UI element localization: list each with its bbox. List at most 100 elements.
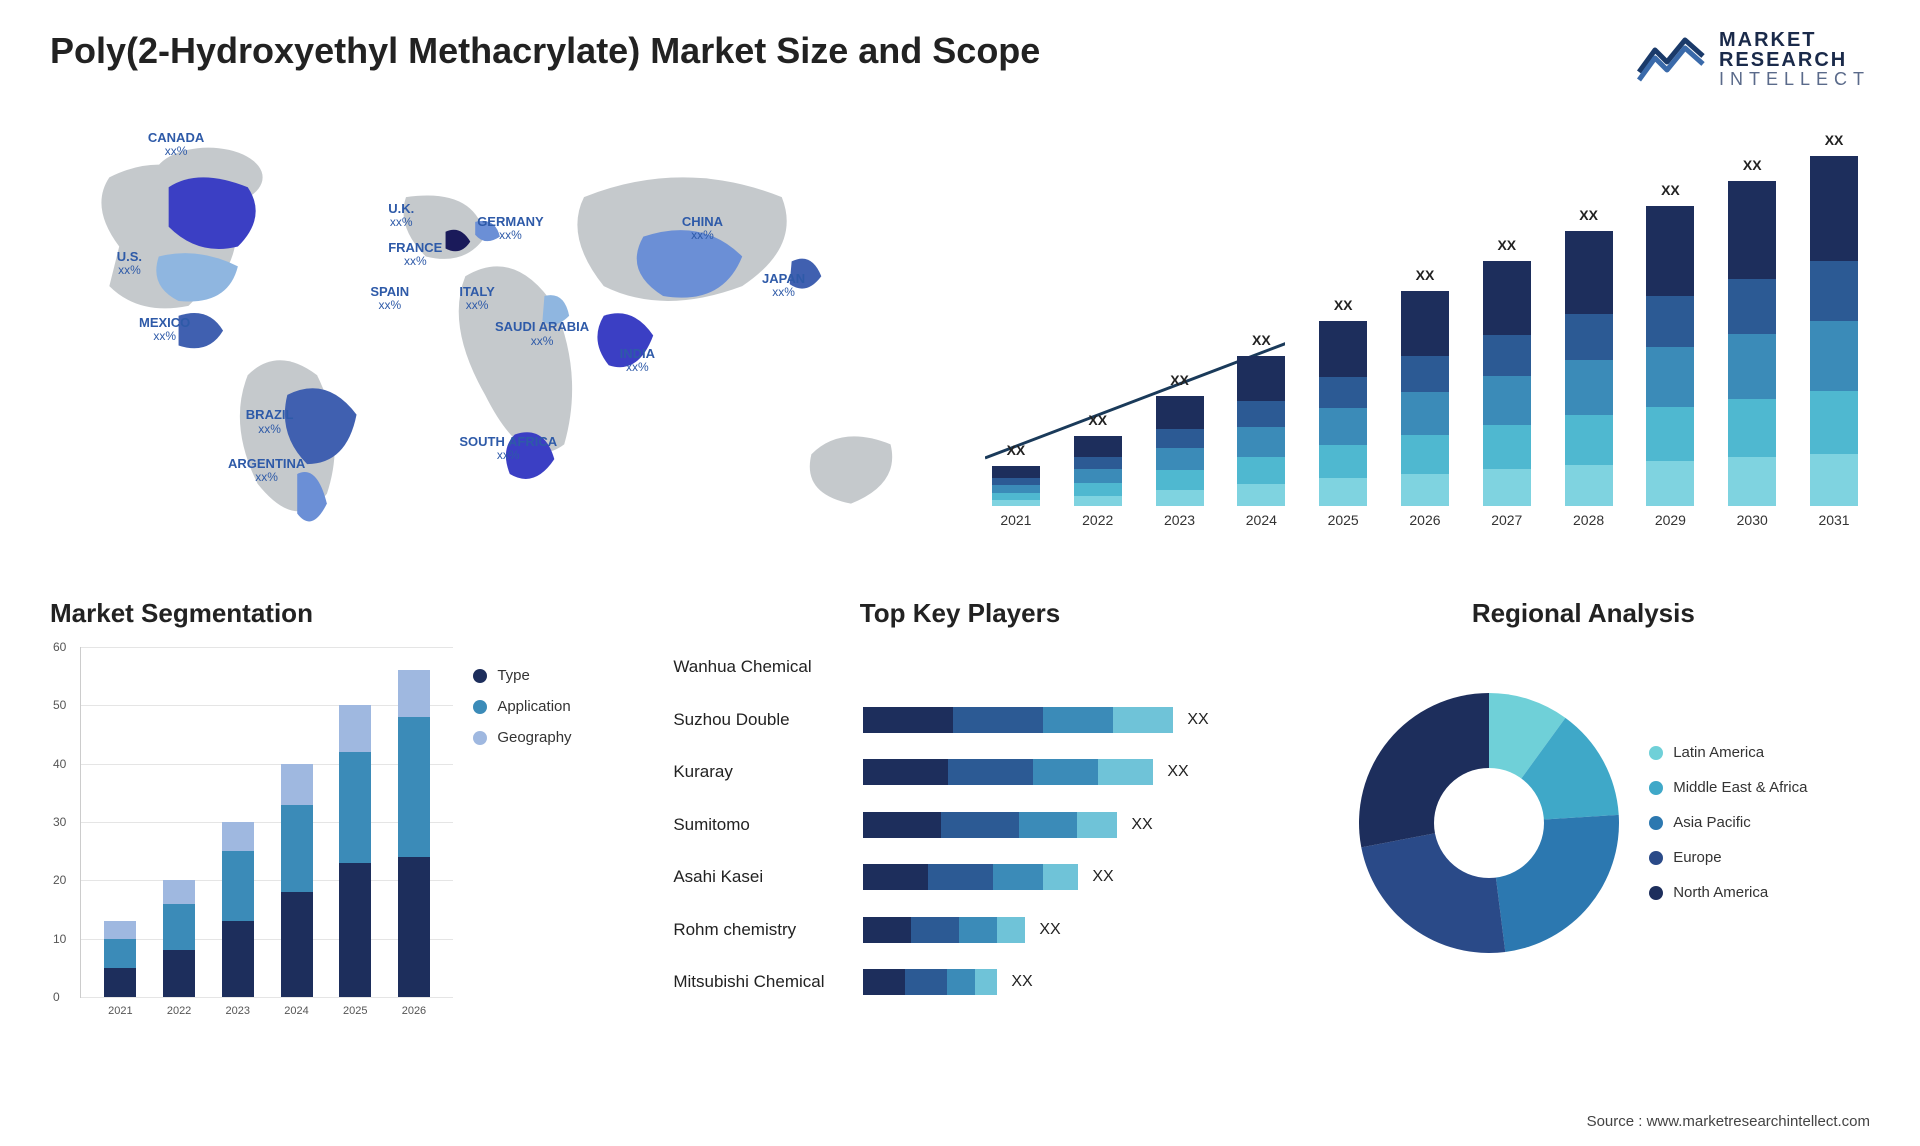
market-size-bar-chart: XX2021XX2022XX2023XX2024XX2025XX2026XX20… [980, 118, 1870, 558]
bar-value-label: XX [1743, 157, 1762, 173]
market-bar: XX2028 [1565, 231, 1613, 528]
player-name: Sumitomo [673, 815, 863, 835]
map-country-label: INDIAxx% [620, 347, 655, 374]
market-bar: XX2024 [1237, 356, 1285, 528]
source-attribution: Source : www.marketresearchintellect.com [1587, 1113, 1870, 1130]
bar-value-label: XX [1007, 442, 1026, 458]
map-country-label: FRANCExx% [388, 241, 442, 268]
segmentation-legend: Type Application Geography [453, 647, 623, 998]
bar-value-label: XX [1170, 372, 1189, 388]
bar-value-label: XX [1497, 237, 1516, 253]
map-country-label: ARGENTINAxx% [228, 457, 305, 484]
player-name: Wanhua Chemical [673, 657, 863, 677]
page-title: Poly(2-Hydroxyethyl Methacrylate) Market… [50, 30, 1040, 72]
legend-item: North America [1649, 884, 1807, 901]
market-bar: XX2027 [1483, 261, 1531, 528]
map-country-label: CANADAxx% [148, 131, 204, 158]
legend-item: Type [473, 667, 623, 684]
player-row: Sumitomo XX [673, 809, 1246, 841]
player-name: Suzhou Double [673, 710, 863, 730]
players-bar-chart: Wanhua ChemicalSuzhou DoubleXXKurarayXXS… [673, 647, 1246, 998]
bar-year-label: 2027 [1491, 512, 1522, 528]
bar-value-label: XX [1579, 207, 1598, 223]
player-value: XX [1039, 921, 1060, 939]
legend-item: Latin America [1649, 744, 1807, 761]
segmentation-bar [398, 670, 430, 997]
legend-item: Europe [1649, 849, 1807, 866]
bar-year-label: 2028 [1573, 512, 1604, 528]
map-country-label: MEXICOxx% [139, 316, 190, 343]
legend-item: Asia Pacific [1649, 814, 1807, 831]
logo-line-1: MARKET [1719, 30, 1870, 50]
bar-value-label: XX [1416, 267, 1435, 283]
player-bar: XX [863, 864, 1246, 890]
map-country-label: SPAINxx% [370, 285, 409, 312]
map-country-label: ITALYxx% [459, 285, 494, 312]
segmentation-bar [339, 705, 371, 997]
regional-donut-chart [1359, 693, 1619, 953]
logo-mark-icon [1637, 32, 1707, 87]
market-bar: XX2022 [1074, 436, 1122, 528]
bar-value-label: XX [1334, 297, 1353, 313]
legend-item: Geography [473, 729, 623, 746]
player-bar: XX [863, 917, 1246, 943]
logo-line-2: RESEARCH [1719, 50, 1870, 70]
player-value: XX [1131, 816, 1152, 834]
player-name: Rohm chemistry [673, 920, 863, 940]
map-country-label: BRAZILxx% [246, 408, 294, 435]
map-country-label: U.S.xx% [117, 250, 142, 277]
map-country-label: CHINAxx% [682, 215, 723, 242]
regional-panel: Regional Analysis Latin America Middle Ea… [1297, 598, 1870, 998]
player-value: XX [1167, 763, 1188, 781]
segmentation-bar [222, 822, 254, 997]
segmentation-bar [281, 764, 313, 997]
bar-year-label: 2029 [1655, 512, 1686, 528]
regional-legend: Latin America Middle East & Africa Asia Pa… [1649, 744, 1807, 901]
bar-year-label: 2025 [1328, 512, 1359, 528]
player-row: Kuraray XX [673, 756, 1246, 788]
player-row: Mitsubishi Chemical XX [673, 966, 1246, 998]
market-bar: XX2029 [1646, 206, 1694, 528]
key-players-panel: Top Key Players Wanhua Chemical Suzhou Do… [673, 598, 1246, 998]
bar-value-label: XX [1088, 412, 1107, 428]
player-name: Mitsubishi Chemical [673, 972, 863, 992]
bar-year-label: 2031 [1818, 512, 1849, 528]
player-name: Kuraray [673, 762, 863, 782]
bar-year-label: 2024 [1246, 512, 1277, 528]
bar-year-label: 2022 [1082, 512, 1113, 528]
bar-year-label: 2021 [1000, 512, 1031, 528]
bar-year-label: 2026 [1409, 512, 1440, 528]
regional-title: Regional Analysis [1297, 598, 1870, 629]
players-title: Top Key Players [673, 598, 1246, 629]
market-bar: XX2023 [1156, 396, 1204, 528]
bar-value-label: XX [1252, 332, 1271, 348]
player-row: Asahi Kasei XX [673, 861, 1246, 893]
segmentation-title: Market Segmentation [50, 598, 623, 629]
player-value: XX [1092, 868, 1113, 886]
player-bar: XX [863, 812, 1246, 838]
logo-line-3: INTELLECT [1719, 70, 1870, 88]
market-bar: XX2025 [1319, 321, 1367, 528]
map-country-label: JAPANxx% [762, 272, 805, 299]
market-bar: XX2031 [1810, 156, 1858, 528]
bar-value-label: XX [1825, 132, 1844, 148]
market-bar: XX2030 [1728, 181, 1776, 528]
player-row: Rohm chemistry XX [673, 914, 1246, 946]
segmentation-bar [163, 880, 195, 997]
world-map-panel: CANADAxx% U.S.xx% MEXICOxx% BRAZILxx% ARGENT… [50, 118, 940, 558]
player-value: XX [1187, 711, 1208, 729]
player-row: Suzhou Double XX [673, 704, 1246, 736]
player-value: XX [1011, 973, 1032, 991]
segmentation-panel: Market Segmentation 01020304050602021202… [50, 598, 623, 998]
segmentation-bar [104, 921, 136, 997]
map-country-label: SOUTH AFRICAxx% [459, 435, 557, 462]
segmentation-bar-chart: 0102030405060202120222023202420252026 [80, 647, 453, 998]
legend-item: Application [473, 698, 623, 715]
legend-item: Middle East & Africa [1649, 779, 1807, 796]
player-bar: XX [863, 759, 1246, 785]
player-bar: XX [863, 707, 1246, 733]
player-row: Wanhua Chemical [673, 651, 1246, 683]
market-bar: XX2021 [992, 466, 1040, 528]
bar-year-label: 2030 [1737, 512, 1768, 528]
player-name: Asahi Kasei [673, 867, 863, 887]
